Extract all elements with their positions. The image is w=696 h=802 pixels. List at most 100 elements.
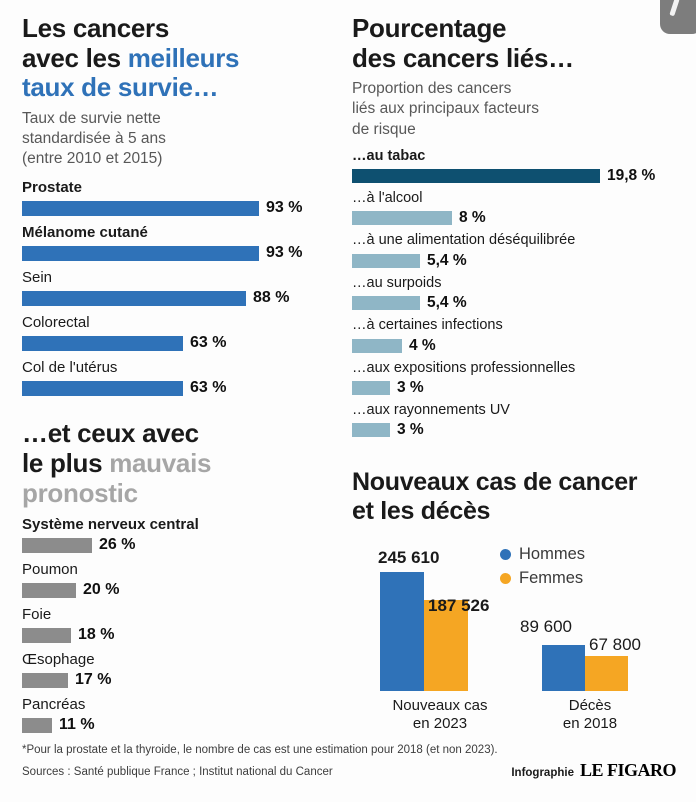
footnote-sources: Sources : Santé publique France ; Instit… [22,765,333,778]
prognosis-bar-label: Système nerveux central [22,516,199,534]
prognosis-bar-fill [22,627,71,643]
risk-bar-value: 19,8 % [607,167,656,185]
prognosis-bar-row: Œsophage 17 % [22,651,337,689]
survival-bar-value: 88 % [253,289,290,307]
prognosis-bar-row: Foie 18 % [22,606,337,644]
risk-bar-fill [352,423,390,438]
prognosis-bar-label: Œsophage [22,651,95,669]
cases-title-line2: et les décès [352,496,491,525]
survival-bar-row: Colorectal 63 % [22,314,337,352]
right-column: Pourcentage des cancers liés… Proportion… [352,13,682,440]
prognosis-bar-row: Pancréas 11 % [22,696,337,734]
risk-subtitle: Proportion des cancers liés aux principa… [352,80,539,138]
survival-bar-value: 63 % [190,334,227,352]
survival-bar-fill [22,200,259,216]
risk-bar-row: …au surpoids 5,4 % [352,275,682,312]
risk-bar-fill [352,338,402,353]
survival-title-line2-plain: avec les [22,42,128,73]
cases-value-hommes: 245 610 [378,548,440,567]
survival-section: Les cancers avec les meilleurs taux de s… [22,13,337,397]
survival-bar-fill [22,290,246,306]
deaths-bar-femmes [585,656,628,691]
risk-bar-value: 8 % [459,209,486,227]
lefigaro-logo: LE FIGARO [579,760,677,780]
prognosis-title-line2-accent: mauvais [109,447,212,478]
risk-bar-row: …aux expositions professionnelles 3 % [352,360,682,397]
cases-column-chart: 245 610 187 526 Nouveaux cas en 2023 89 … [352,541,682,732]
survival-bar-row: Prostate 93 % [22,179,337,217]
cases-bar-hommes [380,572,424,691]
prognosis-title: …et ceux avec le plus mauvais pronostic [22,418,337,508]
survival-bar-label: Prostate [22,179,83,197]
risk-bars: …au tabac 19,8 % …à l'alcool 8 % …à une … [352,148,682,440]
credit-label: Infographie [511,767,574,779]
survival-title-line1: Les cancers [22,13,170,43]
survival-subtitle: Taux de survie nette standardisée à 5 an… [22,109,166,168]
prognosis-bar-row: Système nerveux central 26 % [22,516,337,554]
prognosis-bar-fill [22,672,68,688]
legend-label-femmes: Femmes [519,568,584,587]
credit-block: Infographie LE FIGARO [511,760,676,781]
risk-bar-row: …aux rayonnements UV 3 % [352,402,682,439]
survival-bar-row: Sein 88 % [22,269,337,307]
footer: *Pour la prostate et la thyroide, le nom… [22,742,682,782]
cases-group-deces: 89 600 67 800 [520,617,641,691]
prognosis-title-line2-plain: le plus [22,447,110,478]
risk-bar-value: 4 % [409,336,436,354]
prognosis-section: …et ceux avec le plus mauvais pronostic … [22,418,337,734]
prognosis-title-line1: …et ceux avec [22,418,199,449]
risk-bar-fill [352,253,420,268]
cases-category-label: Nouveaux cas en 2023 [392,697,488,733]
survival-bar-fill [22,335,183,351]
risk-bar-label: …à certaines infections [352,317,503,334]
risk-bar-row: …à l'alcool 8 % [352,190,682,227]
legend-item-hommes: Hommes [500,543,585,567]
prognosis-title-line3-accent: pronostic [22,477,138,508]
prognosis-bar-label: Poumon [22,561,78,579]
legend-dot-hommes-icon [500,549,511,561]
survival-bars: Prostate 93 % Mélanome cutané 93 % Sein [22,179,337,397]
cases-legend: Hommes Femmes [500,543,585,591]
prognosis-bar-label: Foie [22,606,52,624]
prognosis-bar-fill [22,582,76,598]
survival-bar-label: Mélanome cutané [22,224,148,242]
risk-bar-label: …aux expositions professionnelles [352,359,576,376]
prognosis-bar-value: 11 % [59,716,95,734]
risk-bar-row: …à une alimentation déséquilibrée 5,4 % [352,232,682,269]
risk-bar-fill [352,169,600,184]
risk-bar-label: …au surpoids [352,274,442,291]
legend-dot-femmes-icon [500,573,511,585]
risk-bar-value: 3 % [397,421,424,439]
cases-group-nouveaux: 245 610 187 526 [378,548,489,691]
footnote-estimation: *Pour la prostate et la thyroide, le nom… [22,744,498,756]
risk-section: Pourcentage des cancers liés… Proportion… [352,13,682,440]
survival-bar-value: 93 % [266,199,303,217]
prognosis-bar-row: Poumon 20 % [22,561,337,599]
survival-bar-fill [22,245,259,261]
survival-bar-value: 63 % [190,379,227,397]
risk-bar-row: …au tabac 19,8 % [352,148,682,185]
cases-title: Nouveaux cas de cancer et les décès [352,468,682,525]
risk-bar-row: …à certaines infections 4 % [352,317,682,354]
prognosis-bar-value: 20 % [83,581,120,599]
cases-section: Nouveaux cas de cancer et les décès [352,468,682,525]
prognosis-bar-value: 17 % [75,671,112,689]
risk-bar-label: …au tabac [352,147,426,164]
prognosis-bars: Système nerveux central 26 % Poumon 20 %… [22,516,337,734]
survival-title-line3-accent: taux de survie… [22,72,219,103]
risk-bar-label: …à l'alcool [352,190,423,207]
left-column: Les cancers avec les meilleurs taux de s… [22,13,337,734]
survival-bar-row: Col de l'utérus 63 % [22,359,337,397]
risk-title-line2: des cancers liés… [352,42,574,73]
survival-title-line2-accent: meilleurs [127,42,240,73]
risk-title: Pourcentage des cancers liés… [352,13,682,73]
cases-bar-femmes [424,600,468,691]
deaths-value-femmes: 67 800 [589,635,641,654]
risk-bar-fill [352,296,420,311]
risk-title-line1: Pourcentage [352,13,507,43]
survival-bar-fill [22,380,183,396]
legend-item-femmes: Femmes [500,567,585,591]
risk-bar-label: …à une alimentation déséquilibrée [352,232,576,249]
deaths-bar-hommes [542,645,585,691]
cases-title-line1: Nouveaux cas de cancer [352,468,638,496]
